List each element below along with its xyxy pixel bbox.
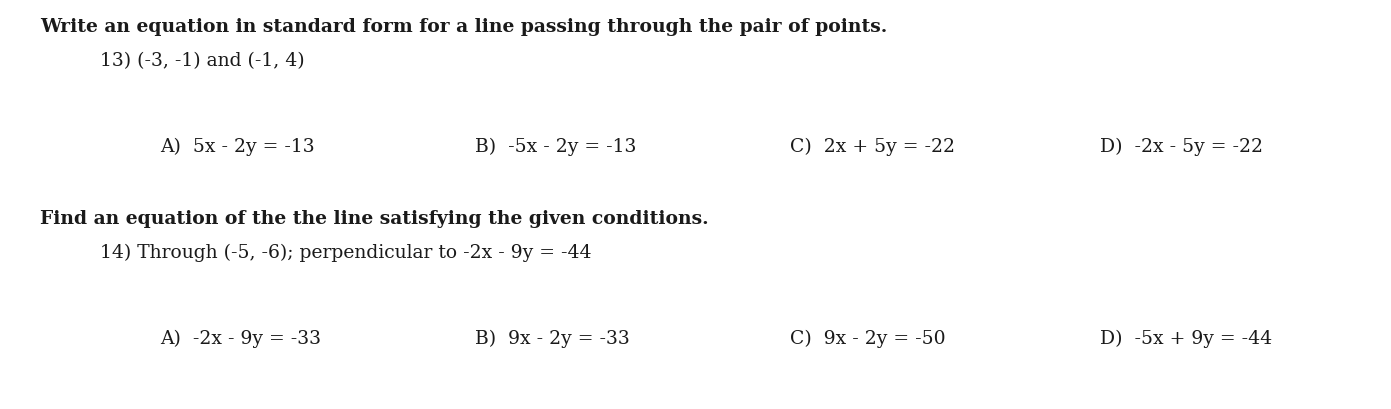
Text: B)  9x - 2y = -33: B) 9x - 2y = -33 [474,329,630,347]
Text: 14) Through (-5, -6); perpendicular to -2x - 9y = -44: 14) Through (-5, -6); perpendicular to -… [100,243,591,262]
Text: C)  9x - 2y = -50: C) 9x - 2y = -50 [790,329,946,347]
Text: A)  5x - 2y = -13: A) 5x - 2y = -13 [160,138,314,156]
Text: A)  -2x - 9y = -33: A) -2x - 9y = -33 [160,329,321,347]
Text: Find an equation of the the line satisfying the given conditions.: Find an equation of the the line satisfy… [40,209,708,227]
Text: C)  2x + 5y = -22: C) 2x + 5y = -22 [790,138,956,156]
Text: Write an equation in standard form for a line passing through the pair of points: Write an equation in standard form for a… [40,18,887,36]
Text: B)  -5x - 2y = -13: B) -5x - 2y = -13 [474,138,636,156]
Text: D)  -2x - 5y = -22: D) -2x - 5y = -22 [1100,138,1263,156]
Text: D)  -5x + 9y = -44: D) -5x + 9y = -44 [1100,329,1273,347]
Text: 13) (-3, -1) and (-1, 4): 13) (-3, -1) and (-1, 4) [100,52,305,70]
